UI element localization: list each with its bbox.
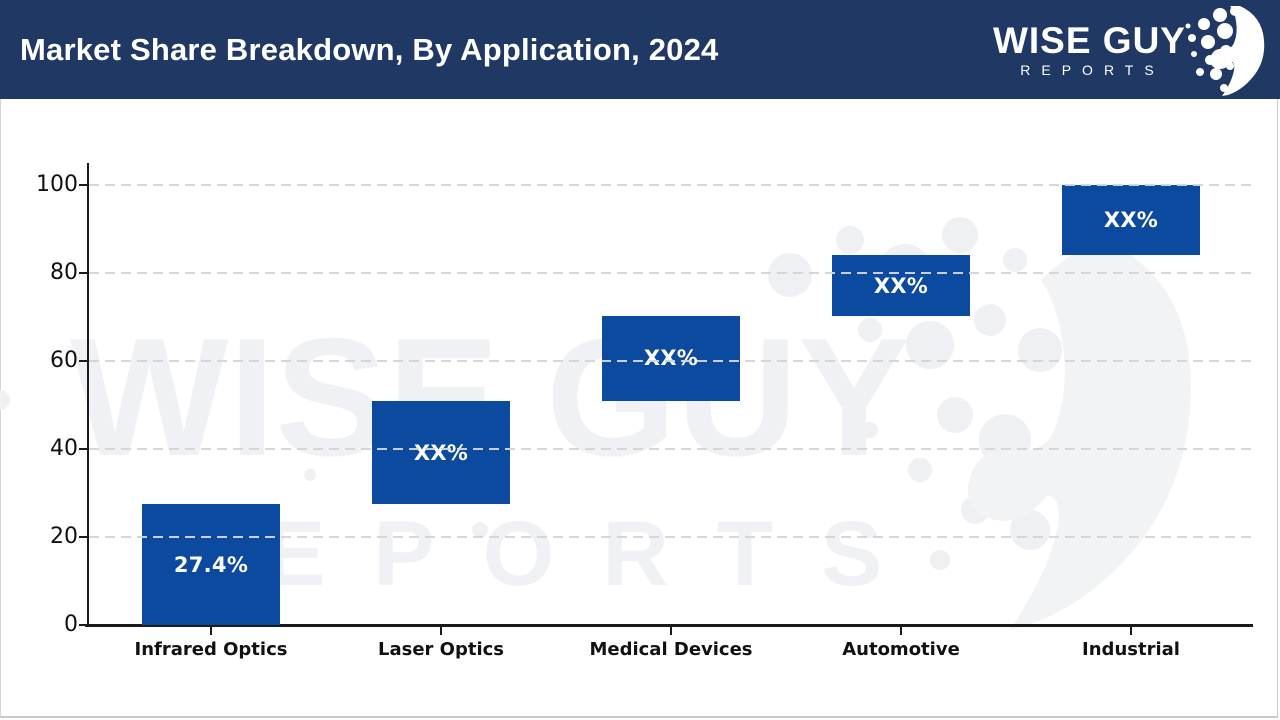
brand-logo-text: WISE GUY REPORTS xyxy=(992,19,1186,78)
x-category-label-infrared-optics: Infrared Optics xyxy=(134,639,288,660)
x-tick-industrial xyxy=(1130,627,1132,635)
wiseguy-face-icon xyxy=(1185,5,1265,96)
y-axis-line xyxy=(87,163,89,626)
brand-subname: REPORTS xyxy=(1020,61,1165,78)
brand-logo: WISE GUY REPORTS xyxy=(993,4,1280,96)
y-tick-80 xyxy=(79,272,87,274)
bar-value-label-medical-devices: XX% xyxy=(643,346,699,371)
y-tick-label-40: 40 xyxy=(50,436,78,461)
bar-value-label-industrial: XX% xyxy=(1103,207,1159,232)
y-tick-label-80: 80 xyxy=(50,260,78,285)
x-tick-automotive xyxy=(900,627,902,635)
y-tick-100 xyxy=(79,184,87,186)
x-category-label-laser-optics: Laser Optics xyxy=(377,639,505,660)
y-tick-label-60: 60 xyxy=(50,348,78,373)
y-tick-label-20: 20 xyxy=(50,524,78,549)
bar-industrial: XX% xyxy=(1062,185,1200,255)
gridline-80 xyxy=(89,272,1253,274)
y-tick-20 xyxy=(79,536,87,538)
x-tick-laser-optics xyxy=(440,627,442,635)
y-tick-label-0: 0 xyxy=(64,612,78,637)
header: Market Share Breakdown, By Application, … xyxy=(0,0,1280,99)
gridline-40 xyxy=(89,448,1253,450)
y-tick-40 xyxy=(79,448,87,450)
x-category-label-automotive: Automotive xyxy=(842,639,960,660)
x-category-label-medical-devices: Medical Devices xyxy=(589,639,753,660)
chart-title: Market Share Breakdown, By Application, … xyxy=(20,31,719,67)
bar-value-label-infrared-optics: 27.4% xyxy=(173,552,249,577)
bar-automotive: XX% xyxy=(832,254,970,317)
y-tick-0 xyxy=(79,624,87,626)
bar-laser-optics: XX% xyxy=(372,400,510,505)
x-axis-line xyxy=(85,624,1253,627)
x-category-label-industrial: Industrial xyxy=(1082,639,1180,660)
bar-medical-devices: XX% xyxy=(602,316,740,401)
y-tick-60 xyxy=(79,360,87,362)
gridline-60 xyxy=(89,360,1253,362)
x-tick-infrared-optics xyxy=(210,627,212,635)
gridline-100 xyxy=(89,184,1253,186)
y-tick-label-100: 100 xyxy=(36,172,78,197)
bar-value-label-laser-optics: XX% xyxy=(413,440,469,465)
brand-name: WISE GUY xyxy=(992,19,1186,61)
bar-infrared-optics: 27.4% xyxy=(142,504,280,625)
bar-value-label-automotive: XX% xyxy=(873,273,929,298)
x-tick-medical-devices xyxy=(670,627,672,635)
gridline-20 xyxy=(89,536,1253,538)
